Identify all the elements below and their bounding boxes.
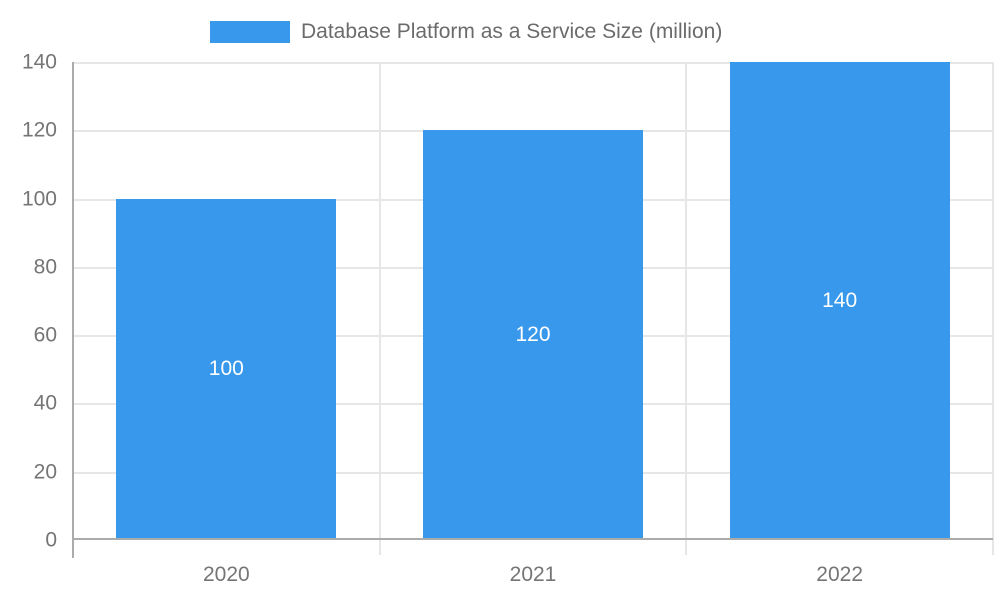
x-axis-line: [73, 538, 993, 540]
y-tick-label: 80: [33, 255, 57, 279]
y-axis-line: [72, 62, 74, 558]
x-gridline: [992, 62, 994, 555]
plot-area: 100 120 140: [73, 62, 994, 555]
y-tick-label: 100: [21, 187, 57, 211]
y-gridline: [73, 62, 993, 64]
y-tick-label: 40: [33, 391, 57, 415]
x-tick-label-2021: 2021: [509, 563, 557, 586]
bar-2020[interactable]: 100: [116, 198, 337, 540]
y-tick-label: 140: [21, 50, 57, 74]
legend-label: Database Platform as a Service Size (mil…: [301, 20, 723, 43]
bar-value-label: 100: [208, 357, 244, 381]
bar-value-label: 120: [515, 323, 551, 347]
x-gridline: [378, 62, 381, 555]
x-tick-label-2022: 2022: [816, 563, 864, 586]
bar-2022[interactable]: 140: [729, 62, 950, 540]
legend-swatch: [210, 21, 290, 43]
x-tick-label-2020: 2020: [202, 563, 250, 586]
chart-legend: Database Platform as a Service Size (mil…: [210, 18, 722, 46]
y-tick-label: 120: [21, 118, 57, 142]
bar-2021[interactable]: 120: [423, 130, 643, 540]
y-tick-label: 0: [45, 528, 57, 552]
bar-value-label: 140: [822, 289, 858, 312]
y-tick-label: 20: [33, 460, 57, 484]
y-axis-tick-labels: 0 20 40 60 80 100 120 140: [0, 0, 57, 600]
y-tick-label: 60: [33, 323, 57, 347]
x-gridline: [685, 62, 688, 555]
